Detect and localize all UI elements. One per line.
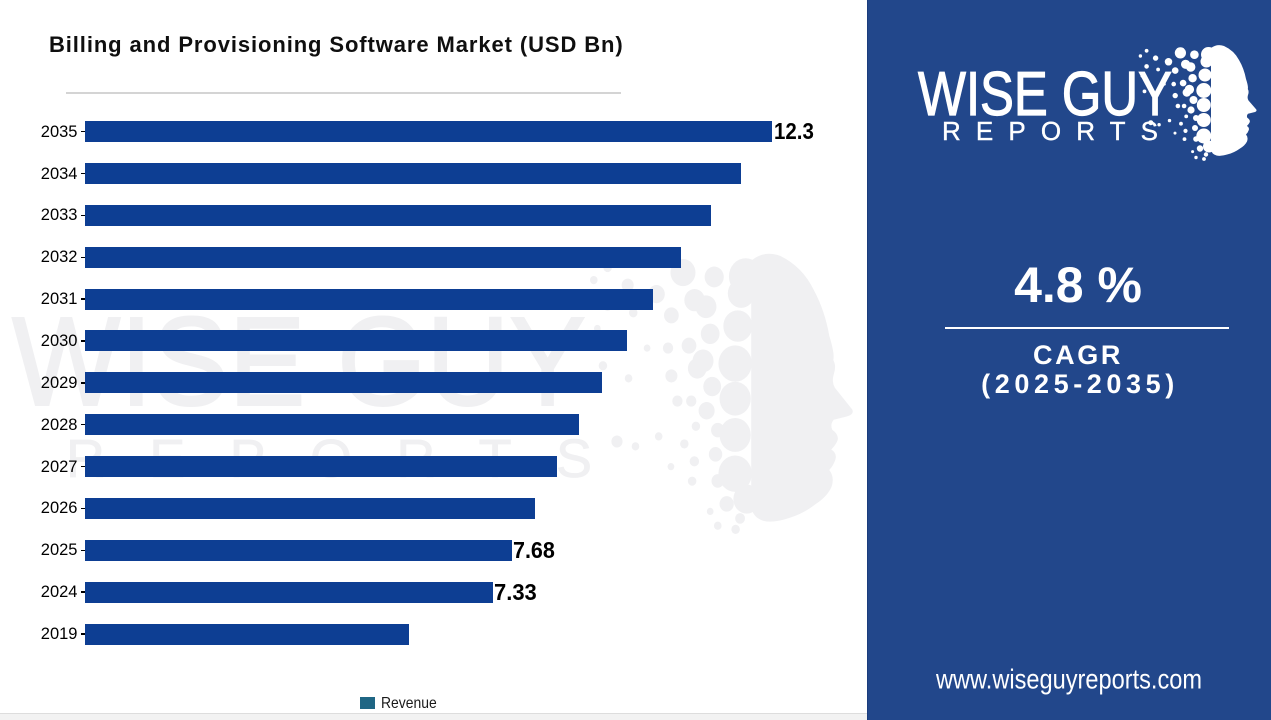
svg-text:WISE GUY: WISE GUY <box>12 291 586 432</box>
svg-text:REPORTS: REPORTS <box>942 116 1158 146</box>
svg-text:WISE GUY: WISE GUY <box>918 60 1172 129</box>
svg-text:www.wiseguyreports.com: www.wiseguyreports.com <box>935 664 1202 695</box>
